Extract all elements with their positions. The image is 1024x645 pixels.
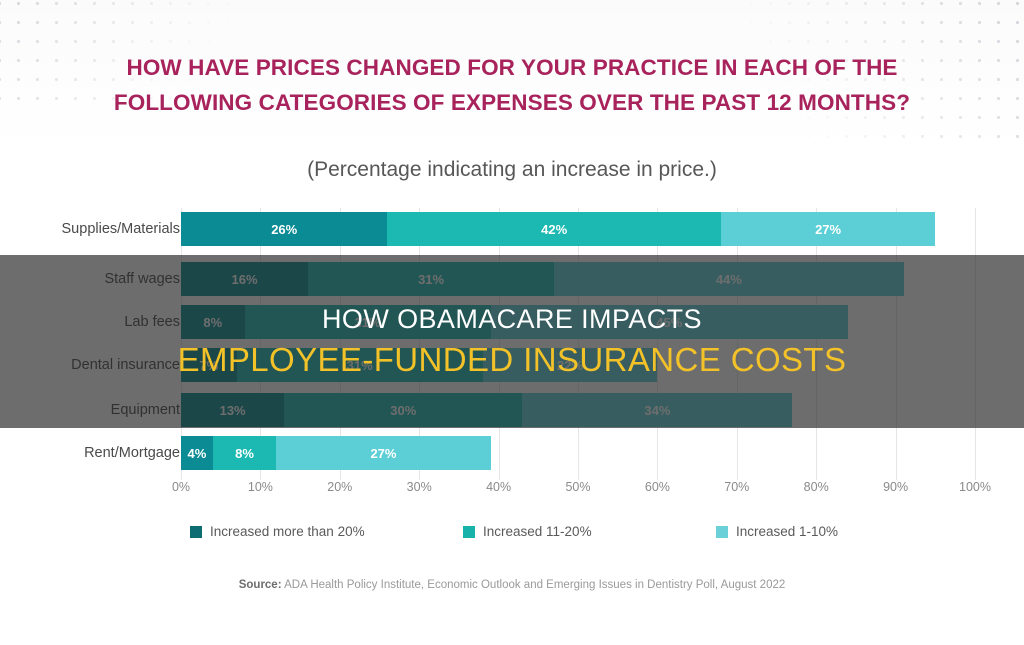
source-note: Source: ADA Health Policy Institute, Eco… (0, 579, 1024, 591)
x-axis-tick: 70% (724, 480, 750, 494)
legend-swatch-icon (463, 525, 475, 538)
dot-pattern-right-icon (704, 0, 1024, 144)
page-title-line1: HOW HAVE PRICES CHANGED FOR YOUR PRACTIC… (126, 55, 898, 80)
chart-subtitle: (Percentage indicating an increase in pr… (307, 158, 717, 181)
source-text: ADA Health Policy Institute, Economic Ou… (281, 579, 786, 591)
chart-legend: Increased more than 20% Increased 11-20% I… (0, 524, 1024, 546)
legend-item[interactable]: Increased more than 20% (190, 524, 365, 539)
stacked-bar[interactable]: 4% 8% 27% (181, 436, 491, 470)
x-axis-tick: 0% (171, 480, 191, 494)
legend-item[interactable]: Increased 1-10% (716, 524, 838, 539)
header-band (0, 0, 1024, 148)
y-axis-label: Supplies/Materials (61, 221, 180, 237)
page-title-line2: FOLLOWING CATEGORIES OF EXPENSES OVER TH… (113, 90, 911, 115)
bar-segment[interactable]: 4% (181, 436, 213, 470)
source-label: Source: (238, 579, 282, 591)
x-axis-tick: 80% (803, 480, 829, 494)
page-title: HOW HAVE PRICES CHANGED FOR YOUR PRACTIC… (0, 50, 1024, 120)
x-axis-tick: 40% (486, 480, 512, 494)
legend-item[interactable]: Increased 11-20% (463, 524, 592, 539)
bar-segment[interactable]: 8% (212, 436, 277, 470)
legend-label: Increased 11-20% (483, 524, 592, 539)
x-axis-tick: 10% (247, 480, 273, 494)
x-axis-tick: 30% (406, 480, 432, 494)
bar-segment[interactable]: 26% (181, 212, 388, 246)
x-axis-tick: 50% (565, 480, 591, 494)
x-axis-tick: 20% (327, 480, 353, 494)
x-axis-tick: 100% (959, 480, 991, 494)
legend-label: Increased 1-10% (736, 524, 839, 539)
headline-scrim (0, 255, 1024, 428)
bar-segment[interactable]: 42% (387, 212, 721, 246)
x-axis-tick: 60% (644, 480, 670, 494)
legend-label: Increased more than 20% (210, 524, 365, 539)
dot-pattern-left-icon (0, 0, 290, 114)
y-axis-label: Rent/Mortgage (84, 445, 180, 461)
legend-swatch-icon (716, 525, 728, 538)
x-axis-tick: 90% (883, 480, 909, 494)
bar-segment[interactable]: 27% (276, 436, 491, 470)
stacked-bar[interactable]: 26% 42% 27% (181, 212, 936, 246)
chart-row: Supplies/Materials 26% 42% 27% (0, 212, 1024, 246)
legend-swatch-icon (190, 525, 202, 538)
bar-segment[interactable]: 27% (720, 212, 936, 246)
chart-row: Rent/Mortgage 4% 8% 27% (0, 436, 1024, 470)
x-axis-tick-labels: 0% 10% 20% 30% 40% 50% 60% 70% 80% 90% 100% (0, 480, 1024, 502)
